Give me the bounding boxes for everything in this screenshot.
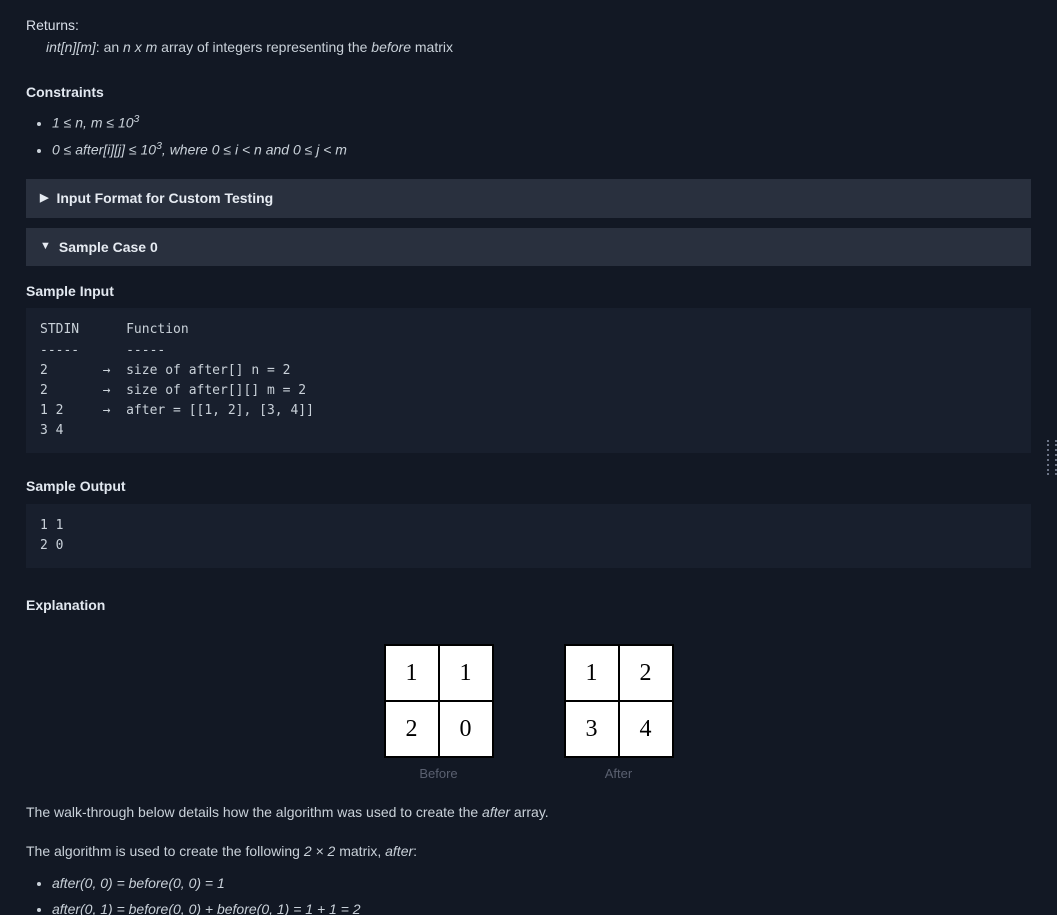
matrix-cell: 2 [619, 645, 673, 701]
before-matrix-wrap: 1 1 2 0 Before [384, 644, 494, 785]
matrix-cell: 1 [565, 645, 619, 701]
before-matrix: 1 1 2 0 [384, 644, 494, 758]
after-matrix: 1 2 3 4 [564, 644, 674, 758]
after-caption: After [564, 764, 674, 785]
constraints-list: 1 ≤ n, m ≤ 103 0 ≤ after[i][j] ≤ 103, wh… [52, 111, 1031, 161]
returns-type: int[n][m] [46, 39, 96, 55]
walkthrough-sentence: The walk-through below details how the a… [26, 801, 1031, 823]
sample-output-heading: Sample Output [26, 475, 1031, 497]
sample-case-0-toggle[interactable]: ▼ Sample Case 0 [26, 228, 1031, 266]
constraints-heading: Constraints [26, 81, 1031, 103]
matrix-cell: 3 [565, 701, 619, 757]
sample-case-0-label: Sample Case 0 [59, 236, 158, 258]
matrix-cell: 1 [439, 645, 493, 701]
resize-handle[interactable] [1047, 438, 1057, 478]
constraint-item: 1 ≤ n, m ≤ 103 [52, 111, 1031, 134]
input-format-toggle[interactable]: ▶ Input Format for Custom Testing [26, 179, 1031, 217]
before-caption: Before [384, 764, 494, 785]
sample-output-code: 1 1 2 0 [26, 504, 1031, 568]
constraint-item: 0 ≤ after[i][j] ≤ 103, where 0 ≤ i < n a… [52, 138, 1031, 161]
explanation-matrices: 1 1 2 0 Before 1 2 3 4 A [26, 644, 1031, 785]
algorithm-steps: after(0, 0) = before(0, 0) = 1 after(0, … [52, 872, 1031, 915]
sample-input-heading: Sample Input [26, 280, 1031, 302]
chevron-down-icon: ▼ [40, 238, 51, 256]
input-format-label: Input Format for Custom Testing [56, 187, 273, 209]
after-matrix-wrap: 1 2 3 4 After [564, 644, 674, 785]
returns-label: Returns: [26, 14, 1031, 36]
problem-content: Returns: int[n][m]: an n x m array of in… [0, 0, 1057, 915]
matrix-cell: 4 [619, 701, 673, 757]
matrix-cell: 2 [385, 701, 439, 757]
explanation-heading: Explanation [26, 594, 1031, 616]
algorithm-step: after(0, 0) = before(0, 0) = 1 [52, 872, 1031, 894]
chevron-right-icon: ▶ [40, 190, 48, 208]
algorithm-step: after(0, 1) = before(0, 0) + before(0, 1… [52, 898, 1031, 915]
matrix-cell: 0 [439, 701, 493, 757]
algorithm-sentence: The algorithm is used to create the foll… [26, 840, 1031, 862]
sample-input-code: STDIN Function ----- ----- 2 → size of a… [26, 308, 1031, 453]
matrix-cell: 1 [385, 645, 439, 701]
returns-desc: int[n][m]: an n x m array of integers re… [46, 36, 1031, 58]
